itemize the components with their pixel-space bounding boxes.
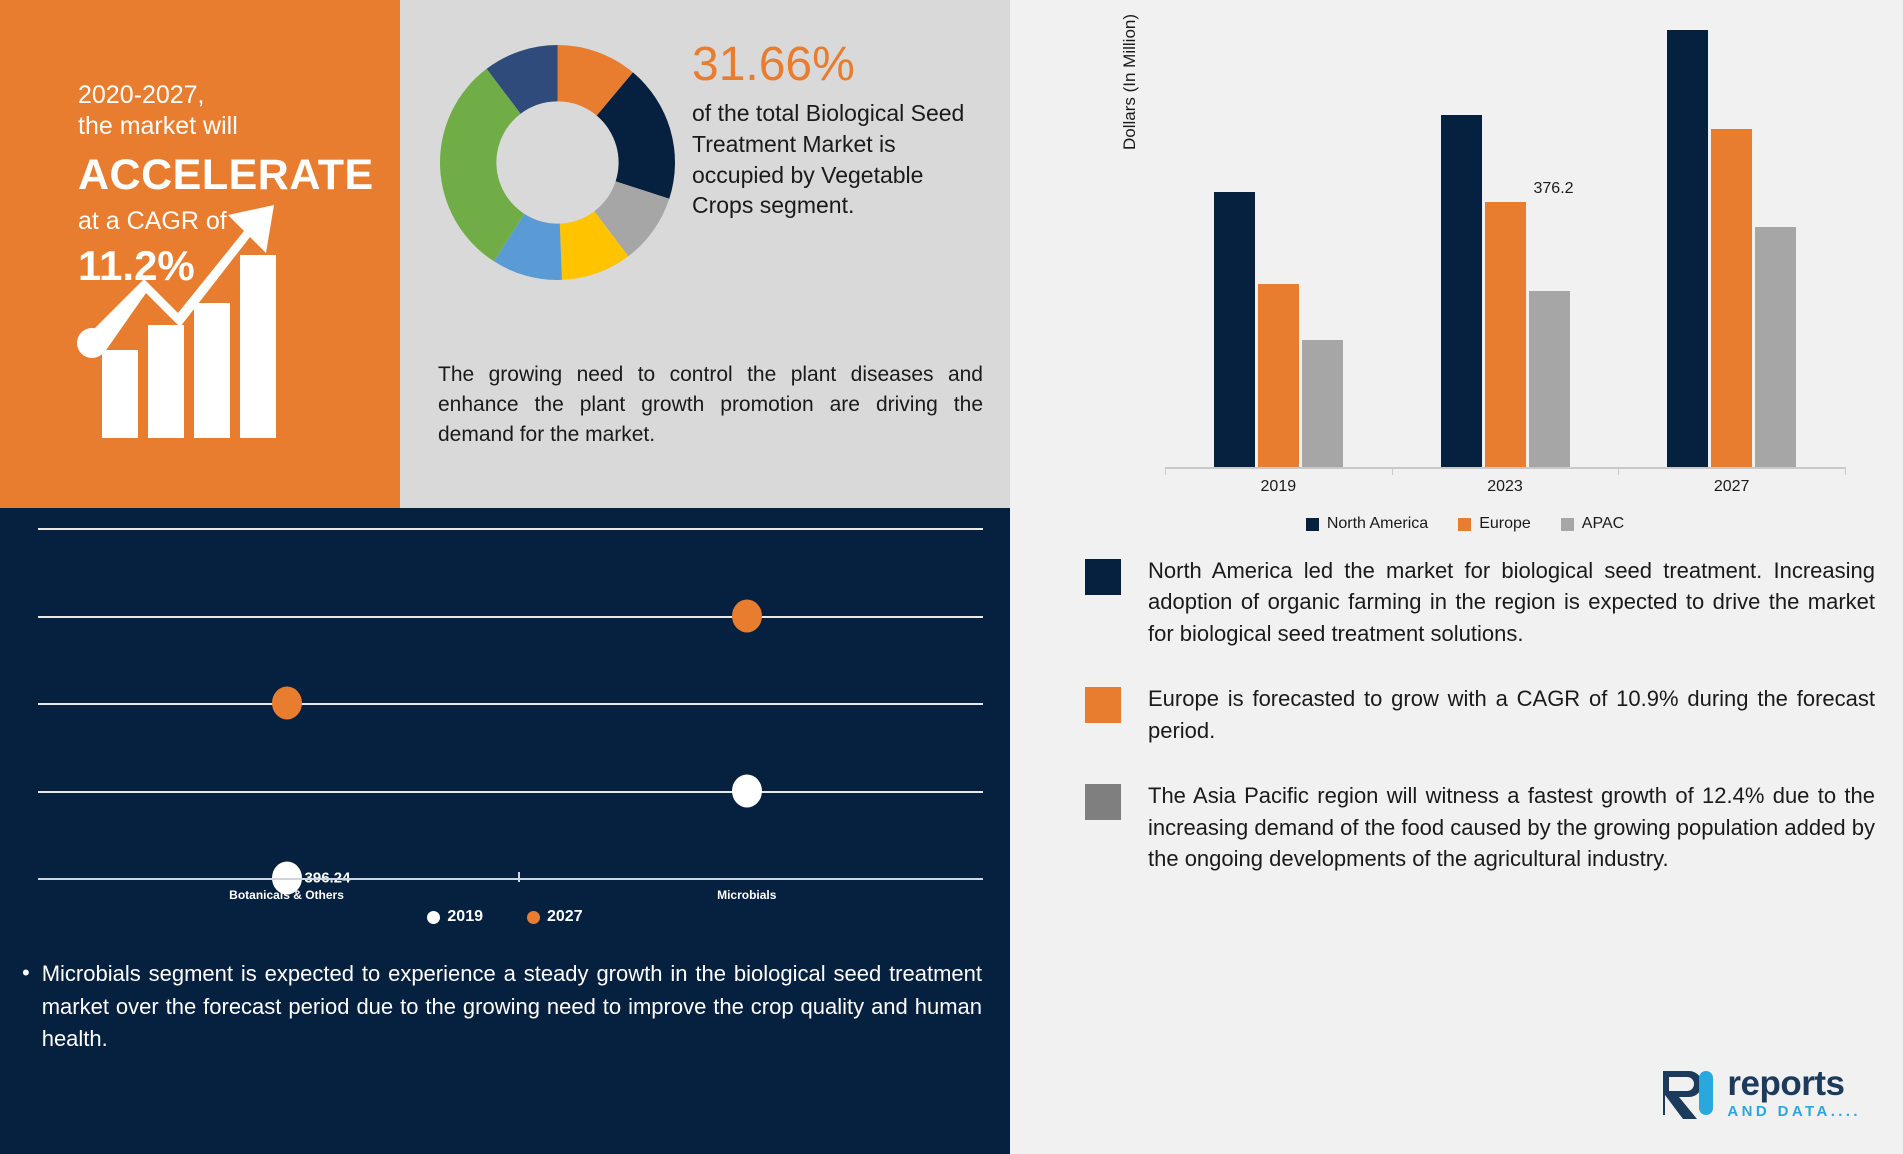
dot-chart-category-label: Microbials: [717, 888, 777, 902]
dot-chart-marker: [271, 686, 302, 720]
bar-chart-axis-tick: [1391, 467, 1393, 475]
logo-sub-text: AND DATA....: [1727, 1103, 1861, 1120]
bar-chart-bar: [1711, 128, 1753, 467]
bar-chart-bar: [1667, 30, 1709, 467]
bar-chart-axis-tick: [1845, 467, 1846, 475]
bar-chart-bar: [1213, 192, 1255, 467]
dot-chart-axis-tick: [518, 872, 520, 882]
dot-chart-legend-item[interactable]: 2019: [427, 908, 483, 926]
donut-slice: [557, 45, 633, 116]
bar-chart-legend-label: North America: [1326, 515, 1429, 532]
donut-slice: [440, 68, 525, 262]
accelerate-text-block: 2020-2027, the market will ACCELERATE at…: [78, 80, 378, 292]
regional-note-text: North America led the market for biologi…: [1148, 558, 1875, 646]
accelerate-cagr-label: at a CAGR of: [78, 207, 227, 236]
bar-chart-axis-tick: [1165, 467, 1166, 475]
reports-and-data-logo: reports AND DATA....: [1659, 1066, 1861, 1119]
regional-notes-list: North America led the market for biologi…: [1085, 555, 1875, 909]
growth-arrow-bar-icon: [77, 205, 276, 438]
legend-swatch-icon: [1458, 517, 1472, 531]
regional-market-bar-chart: Dollars (In Million) 376.2 2019 2023 2027 …: [1055, 14, 1875, 533]
dot-chart-gridline: [38, 703, 983, 705]
bar-chart-legend-label: Europe: [1479, 515, 1531, 532]
bar-chart-x-label: 2023: [1487, 478, 1523, 495]
europe-swatch: [1085, 687, 1121, 724]
bar-chart-x-label: 2019: [1260, 478, 1297, 495]
segment-comparison-dot-chart: 396.24 Botanicals & Others Microbials: [18, 528, 993, 902]
bar-chart-x-label: 2027: [1713, 478, 1750, 495]
bar-chart-bar: [1257, 283, 1299, 467]
dot-chart-gridline: [38, 528, 983, 530]
dot-plot-panel: 396.24 Botanicals & Others Microbials 201…: [0, 508, 1010, 1154]
regional-note-text: The Asia Pacific region will witness a f…: [1148, 783, 1875, 872]
bar-chart-legend-item[interactable]: Europe: [1458, 515, 1531, 533]
donut-stat-panel: 31.66% of the total Biological Seed Trea…: [400, 0, 1010, 508]
bullet-text: Microbials segment is expected to experi…: [41, 961, 982, 1052]
regional-note-text: Europe is forecasted to grow with a CAGR…: [1148, 686, 1875, 743]
donut-slice: [486, 45, 558, 114]
dot-chart-legend-item[interactable]: 2027: [527, 908, 583, 926]
dot-chart-category-label: Botanicals & Others: [229, 888, 344, 902]
bar-chart-axis-tick: [1618, 467, 1620, 475]
regional-note: The Asia Pacific region will witness a f…: [1085, 780, 1875, 874]
donut-chart-svg: [440, 45, 675, 280]
bar-chart-plot-area: 376.2: [1165, 30, 1845, 467]
bar-chart-data-label: 376.2: [1533, 179, 1574, 197]
bar-chart-bar: [1301, 340, 1343, 467]
bar-chart-bar: [1484, 201, 1526, 467]
stat-description: of the total Biological Seed Treatment M…: [692, 100, 965, 219]
bar-chart-y-axis-label: Dollars (In Million): [1120, 13, 1139, 150]
right-panel: Dollars (In Million) 376.2 2019 2023 2027 …: [1010, 0, 1903, 1154]
dot-chart-legend-label: 2027: [547, 908, 583, 925]
bar-chart-bar: [1755, 227, 1797, 467]
bar-chart-legend-item[interactable]: APAC: [1560, 515, 1625, 533]
donut-slice: [596, 72, 675, 199]
accelerate-period: 2020-2027,: [78, 81, 205, 109]
legend-dot-icon: [527, 910, 540, 924]
stat-percentage: 31.66%: [692, 38, 855, 91]
logo-wordmark: reports AND DATA....: [1727, 1066, 1861, 1119]
legend-swatch-icon: [1305, 517, 1319, 531]
bar-chart-bar: [1528, 290, 1570, 467]
bar-chart-bar: [1440, 114, 1482, 467]
donut-slice: [594, 181, 670, 257]
north-america-swatch: [1085, 559, 1121, 595]
donut-slice: [493, 213, 562, 280]
bar-chart-axis-line: [1165, 467, 1845, 469]
bullet-marker: •: [22, 960, 30, 985]
accelerate-panel: 2020-2027, the market will ACCELERATE at…: [0, 0, 400, 508]
donut-slice: [559, 211, 629, 280]
regional-note: North America led the market for biologi…: [1085, 555, 1875, 649]
dot-chart-marker: [731, 774, 762, 807]
bar-chart-legend: North America Europe APAC: [1055, 515, 1875, 533]
dot-chart-gridline: [38, 616, 983, 618]
dot-chart-axis-line: [38, 878, 983, 880]
stat-block: 31.66% of the total Biological Seed Trea…: [692, 38, 982, 221]
donut-panel-note: The growing need to control the plant di…: [438, 363, 983, 446]
bar-chart-legend-item[interactable]: North America: [1305, 515, 1429, 533]
regional-note: Europe is forecasted to grow with a CAGR…: [1085, 683, 1875, 746]
segment-share-donut-chart: [440, 45, 675, 280]
dot-chart-marker: [731, 599, 762, 632]
apac-swatch: [1085, 784, 1121, 821]
logo-main-text: reports: [1727, 1064, 1845, 1103]
legend-swatch-icon: [1560, 517, 1574, 531]
microbials-bullet: • Microbials segment is expected to expe…: [22, 958, 982, 1056]
accelerate-cagr-value: 11.2%: [78, 241, 195, 289]
logo-mark-icon: [1663, 1070, 1714, 1119]
dot-chart-legend-label: 2019: [447, 908, 483, 925]
legend-dot-icon: [427, 910, 441, 924]
accelerate-subtitle: the market will: [78, 112, 238, 141]
dot-chart-gridline: [38, 791, 983, 793]
bar-chart-legend-label: APAC: [1581, 515, 1625, 532]
accelerate-headline: ACCELERATE: [78, 150, 374, 199]
dot-chart-legend: 2019 2027: [0, 908, 1010, 926]
